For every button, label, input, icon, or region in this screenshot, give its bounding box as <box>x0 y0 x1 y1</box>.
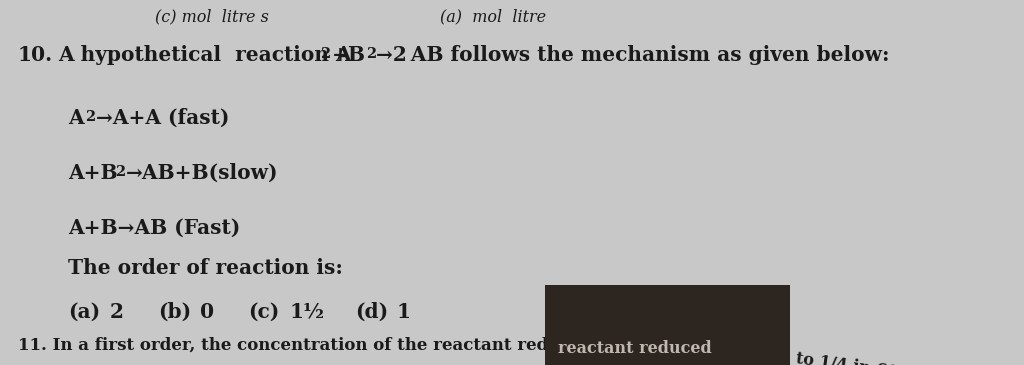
Text: 10.: 10. <box>18 45 53 65</box>
Text: (b): (b) <box>158 302 191 322</box>
Text: ⁻¹⁻¹: ⁻¹⁻¹ <box>330 0 353 5</box>
Text: 11. In a first order, the concentration of the reactant reduced to 1/4 in 60 min: 11. In a first order, the concentration … <box>18 337 786 354</box>
Text: +B: +B <box>332 45 366 65</box>
Text: A+B: A+B <box>68 163 118 183</box>
Text: A+B→AB (Fast): A+B→AB (Fast) <box>68 218 241 238</box>
Text: →2 AB follows the mechanism as given below:: →2 AB follows the mechanism as given bel… <box>376 45 890 65</box>
Text: A hypothetical  reaction A: A hypothetical reaction A <box>58 45 351 65</box>
Text: →AB+B(slow): →AB+B(slow) <box>126 163 279 183</box>
Text: reactant reduced: reactant reduced <box>558 340 712 357</box>
Text: 1½: 1½ <box>290 302 326 322</box>
Text: (c) mol  litre s: (c) mol litre s <box>155 8 269 25</box>
Text: 1: 1 <box>397 302 411 322</box>
Text: 2: 2 <box>319 47 331 61</box>
Text: (a): (a) <box>68 302 100 322</box>
Text: 0: 0 <box>200 302 214 322</box>
Text: to 1/4 in 60 minutes: to 1/4 in 60 minutes <box>795 350 977 365</box>
Text: (a)  mol  litre: (a) mol litre <box>440 8 546 25</box>
Text: (d): (d) <box>355 302 388 322</box>
Text: 2: 2 <box>110 302 124 322</box>
Text: ⁻¹: ⁻¹ <box>568 0 580 5</box>
Text: (c): (c) <box>248 302 280 322</box>
Text: →A+A (fast): →A+A (fast) <box>96 108 229 128</box>
Text: 2: 2 <box>85 110 95 124</box>
Text: The order of reaction is:: The order of reaction is: <box>68 258 343 278</box>
Bar <box>545 285 790 365</box>
Text: 2: 2 <box>115 165 125 179</box>
Text: 2: 2 <box>366 47 376 61</box>
Text: A: A <box>68 108 84 128</box>
